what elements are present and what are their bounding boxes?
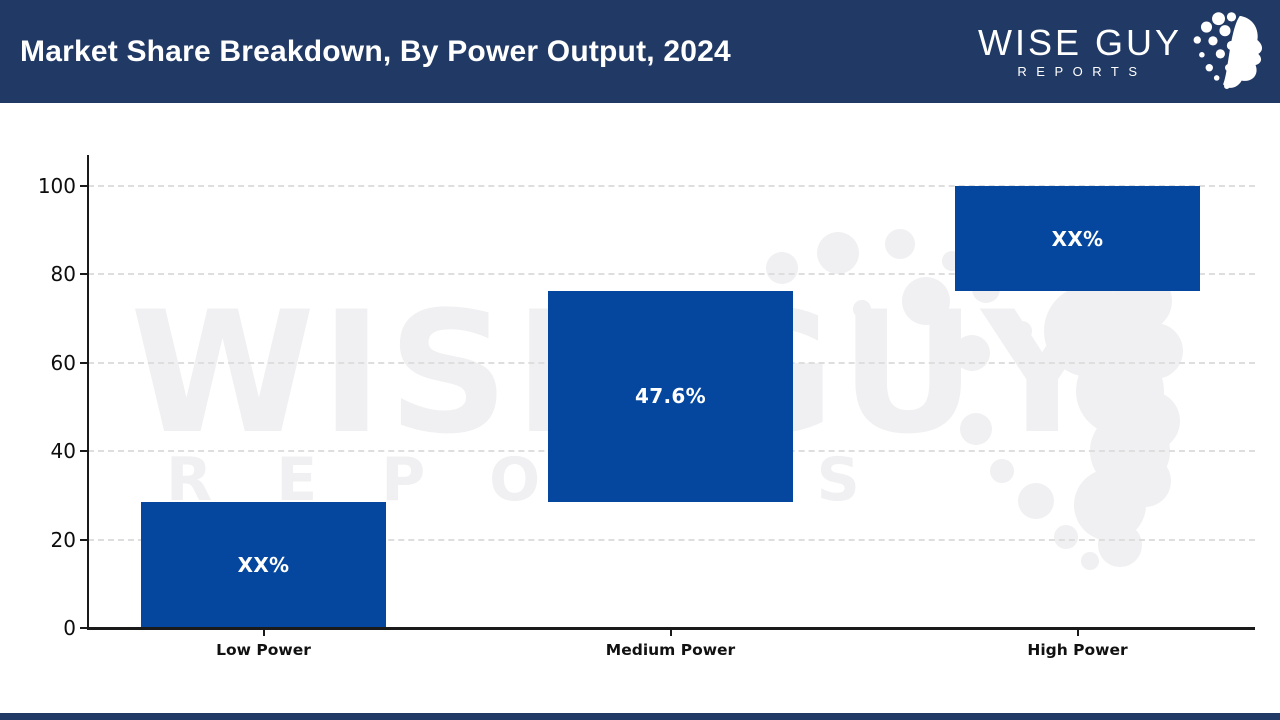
y-tick-label-100: 100 [37, 174, 76, 198]
header: Market Share Breakdown, By Power Output,… [0, 0, 1280, 103]
y-tick-20 [80, 538, 87, 541]
y-tick-0 [80, 627, 87, 629]
category-label-3: High Power [1027, 641, 1128, 659]
gridline-100 [88, 185, 1255, 187]
category-label-2: Medium Power [605, 641, 736, 659]
footer-bar [0, 713, 1280, 720]
page-title: Market Share Breakdown, By Power Output,… [20, 34, 731, 68]
chart-area: WISE GUY REPORTS 0 20 40 60 80 100 XX% Low Powe… [0, 103, 1280, 713]
x-tick-3 [1076, 629, 1079, 636]
y-tick-label-40: 40 [50, 439, 76, 464]
logo-brand-text: WISE GUY [977, 21, 1182, 63]
y-tick-label-60: 60 [50, 350, 76, 375]
bar-medium-power: 47.6% [548, 291, 793, 502]
x-axis-line [87, 627, 1255, 630]
bar-value-label: 47.6% [635, 384, 706, 409]
logo-face-icon [1193, 11, 1262, 89]
y-tick-label-20: 20 [50, 527, 76, 552]
bar-high-power: XX% [955, 186, 1200, 292]
y-tick-80 [80, 273, 87, 276]
gridline-20 [88, 538, 1255, 541]
logo-wordmark: WISE GUY REPORTS [977, 21, 1182, 79]
wise-guy-reports-logo: WISE GUY REPORTS [978, 10, 1262, 94]
y-tick-40 [80, 450, 87, 453]
category-label-1: Low Power [216, 641, 311, 659]
y-tick-60 [80, 361, 87, 364]
y-tick-label-0: 0 [63, 616, 76, 640]
gridline-80 [88, 273, 1255, 276]
x-tick-1 [262, 629, 265, 636]
bar-value-label: XX% [1051, 226, 1104, 251]
bar-value-label: XX% [237, 552, 290, 577]
bar-low-power: XX% [141, 501, 386, 628]
logo-sub-text: REPORTS [1017, 63, 1147, 79]
bar-chart: 0 20 40 60 80 100 XX% Low Power 47.6% Medium Powe… [0, 103, 1280, 713]
y-axis-line [87, 155, 89, 629]
y-tick-label-80: 80 [50, 262, 76, 287]
x-tick-2 [669, 629, 672, 636]
y-tick-100 [80, 185, 87, 187]
